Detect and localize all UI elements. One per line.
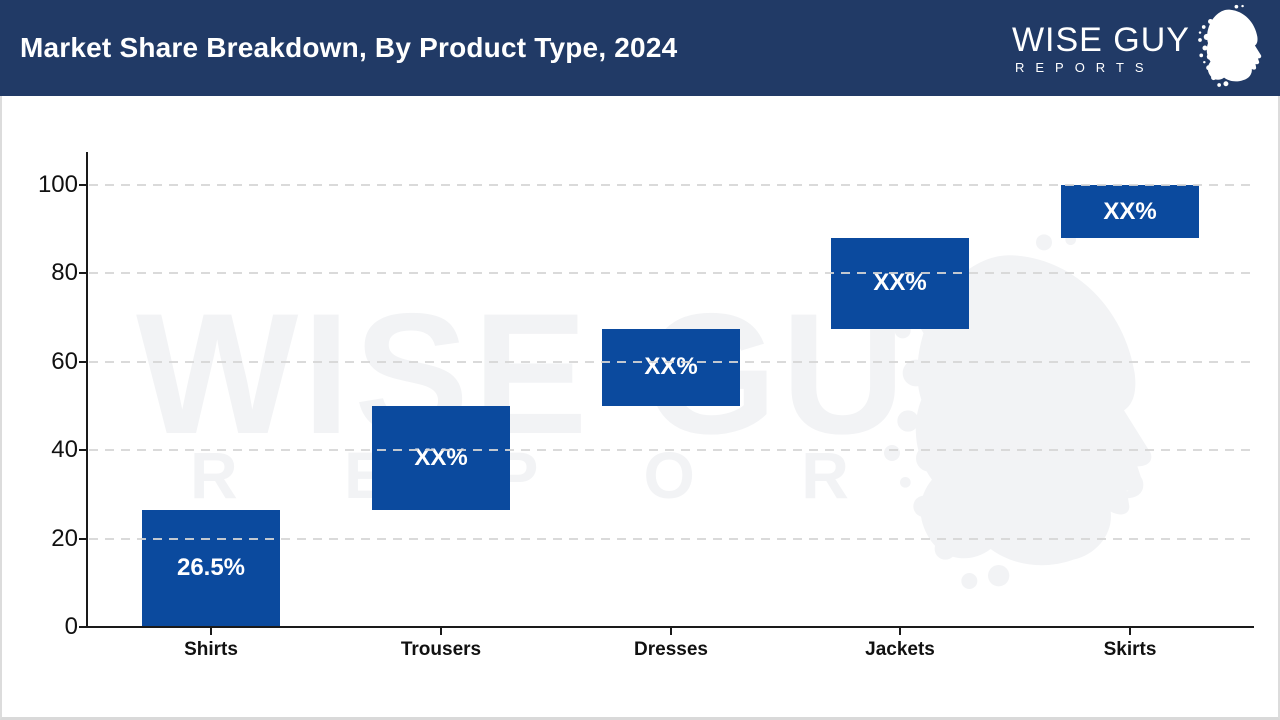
y-tick-label-100: 100 <box>37 171 78 198</box>
wiseguy-logo-text: WISE GUY REPORTS <box>1012 23 1190 74</box>
bar-jackets: XX% <box>831 238 969 329</box>
y-tick-60 <box>79 360 86 363</box>
gridline-80 <box>89 272 1253 275</box>
x-label-shirts: Shirts <box>184 639 238 660</box>
x-tick-dresses <box>670 628 672 635</box>
x-label-skirts: Skirts <box>1103 639 1157 660</box>
x-axis-spine <box>86 626 1254 628</box>
bar-value-label: 26.5% <box>176 554 246 582</box>
bar-dresses: XX% <box>602 328 740 406</box>
dotted-head-icon <box>1198 4 1262 87</box>
page-title: Market Share Breakdown, By Product Type,… <box>20 32 678 63</box>
x-tick-jackets <box>899 628 901 635</box>
x-label-trousers: Trousers <box>400 639 482 660</box>
y-tick-80 <box>79 272 86 275</box>
bar-value-label: XX% <box>1103 197 1157 225</box>
gridline-20 <box>89 537 1253 540</box>
gridline-60 <box>89 360 1253 363</box>
y-axis-spine <box>86 152 88 628</box>
gridline-40 <box>89 449 1253 452</box>
x-tick-trousers <box>440 628 442 635</box>
y-tick-40 <box>79 449 86 452</box>
y-tick-label-0: 0 <box>64 613 78 640</box>
x-tick-shirts <box>210 628 212 635</box>
x-label-jackets: Jackets <box>865 639 935 660</box>
y-tick-20 <box>79 537 86 540</box>
bar-value-label: XX% <box>644 353 698 381</box>
y-tick-label-60: 60 <box>51 347 78 375</box>
y-tick-0 <box>79 626 86 628</box>
logo-subtitle: REPORTS <box>1014 59 1155 75</box>
bar-skirts: XX% <box>1061 185 1199 239</box>
gridline-100 <box>89 184 1253 186</box>
x-label-dresses: Dresses <box>634 639 708 660</box>
bar-trousers: XX% <box>372 406 510 510</box>
y-tick-100 <box>79 184 86 186</box>
bar-value-label: XX% <box>414 443 468 471</box>
y-tick-label-40: 40 <box>51 436 78 464</box>
x-tick-skirts <box>1129 628 1131 635</box>
bar-shirts: 26.5% <box>142 509 280 627</box>
header-banner: Market Share Breakdown, By Product Type,… <box>0 0 1280 96</box>
y-tick-label-20: 20 <box>51 524 78 552</box>
y-tick-label-80: 80 <box>51 259 78 287</box>
logo-wordmark: WISE GUY <box>1011 20 1190 59</box>
wiseguy-logo: WISE GUY REPORTS <box>1012 4 1266 92</box>
